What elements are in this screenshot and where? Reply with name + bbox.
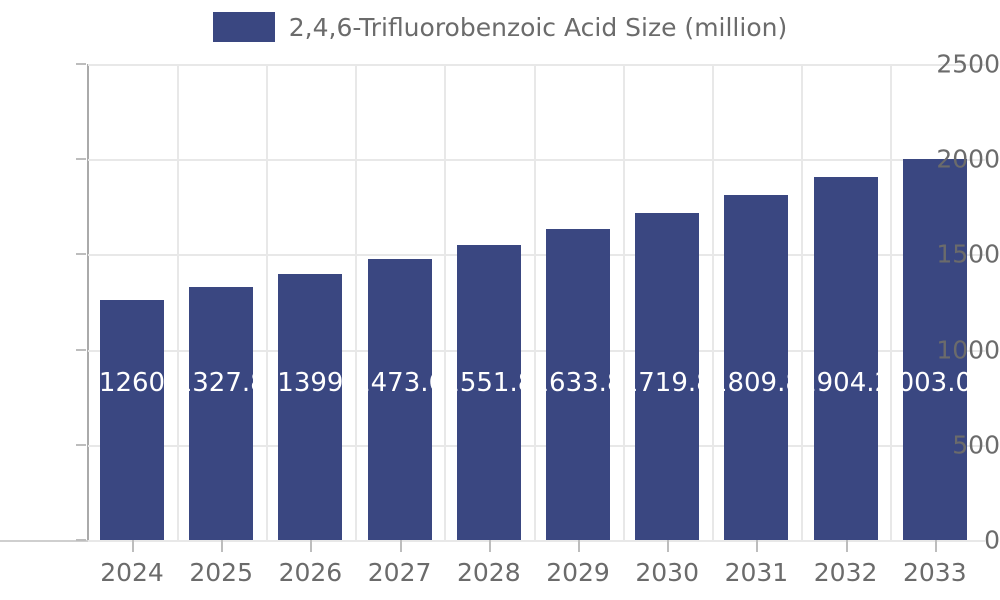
y-axis-tick-label: 0 (984, 525, 1000, 555)
bar-value-label: 1809.8 (724, 367, 788, 398)
x-axis-tick-label: 2027 (367, 558, 432, 587)
gridline-vertical (711, 64, 714, 540)
x-axis-tick-mark (756, 540, 759, 552)
bar[interactable]: 1809.8 (724, 195, 789, 540)
y-axis-tick-label: 2000 (936, 144, 1000, 174)
bar-value-label: 1327.8 (189, 367, 253, 398)
legend-label: 2,4,6-Trifluorobenzoic Acid Size (millio… (288, 12, 788, 42)
bar[interactable]: 1633.8 (546, 228, 610, 540)
gridline-horizontal (88, 349, 985, 352)
gridline-vertical (622, 64, 625, 540)
gridline-vertical (176, 64, 179, 540)
bar[interactable]: 1260 (100, 300, 164, 540)
x-axis-tick-mark (667, 540, 670, 552)
x-axis-tick-label: 2030 (635, 558, 699, 587)
y-axis-tick-mark (76, 63, 86, 65)
chart-legend: 2,4,6-Trifluorobenzoic Acid Size (millio… (0, 12, 1000, 42)
bar[interactable]: 1473.6 (367, 259, 432, 540)
x-axis-tick-mark (399, 540, 402, 552)
bar[interactable]: 1327.8 (189, 287, 254, 540)
x-axis-tick-label: 2029 (546, 558, 610, 587)
bar-value-label: 1719.8 (635, 367, 699, 398)
gridline-vertical (890, 64, 893, 540)
x-axis-tick-mark (934, 540, 937, 552)
gridline-vertical (801, 64, 804, 540)
y-axis-spine (87, 64, 89, 542)
bar[interactable]: 1904.2 (813, 177, 878, 540)
gridline-horizontal (88, 159, 985, 162)
bar-value-label: 1260 (100, 367, 164, 398)
x-axis-tick-label: 2025 (189, 558, 253, 587)
gridline-horizontal (88, 540, 985, 542)
x-axis-tick-mark (578, 540, 580, 552)
bar-value-label: 1551.8 (457, 367, 521, 398)
legend-swatch-icon (212, 12, 275, 42)
x-axis-tick-label: 2031 (724, 558, 789, 587)
x-axis-tick-mark (310, 540, 313, 552)
y-axis-tick-label: 1500 (936, 239, 1000, 269)
y-axis-tick-mark (76, 158, 86, 161)
gridline-horizontal (88, 444, 985, 447)
gridline-vertical (355, 64, 358, 540)
gridline-vertical (265, 64, 268, 540)
x-axis-tick-mark (488, 540, 491, 552)
x-axis-tick-mark (845, 540, 848, 552)
x-axis-tick-label: 2032 (813, 558, 878, 587)
y-axis-tick-label: 1000 (936, 335, 1000, 365)
bar-value-label: 1473.6 (368, 367, 432, 398)
gridline-horizontal (88, 64, 985, 66)
bar[interactable]: 1719.8 (635, 212, 700, 540)
gridline-horizontal (88, 254, 985, 257)
bar-value-label: 1904.2 (814, 367, 878, 398)
y-axis-tick-mark (76, 348, 86, 351)
y-axis-tick-label: 2500 (936, 49, 1000, 79)
bar-value-label: 2003.04 (902, 367, 967, 398)
x-axis-tick-mark (221, 540, 224, 552)
gridline-vertical (444, 64, 447, 540)
x-axis-tick-label: 2024 (100, 558, 164, 587)
x-axis-tick-label: 2033 (902, 558, 967, 587)
y-axis-tick-label: 500 (952, 430, 1000, 460)
y-axis-tick-mark (76, 539, 86, 541)
bar-value-label: 1633.8 (546, 367, 610, 398)
bar[interactable]: 1551.8 (456, 244, 521, 540)
bar[interactable]: 1399 (278, 273, 343, 540)
bar-value-label: 1399 (278, 367, 343, 398)
bar[interactable]: 2003.04 (902, 158, 967, 540)
y-axis-tick-mark (76, 253, 86, 256)
y-axis-tick-mark (76, 443, 86, 446)
x-axis-tick-label: 2026 (278, 558, 343, 587)
x-axis-tick-mark (132, 540, 134, 552)
gridline-vertical (533, 64, 536, 540)
plot-area: 1260 1327.8 1399 1473.6 1551.8 1633.8 1719.8 18… (88, 64, 985, 542)
x-axis-tick-label: 2028 (456, 558, 521, 587)
